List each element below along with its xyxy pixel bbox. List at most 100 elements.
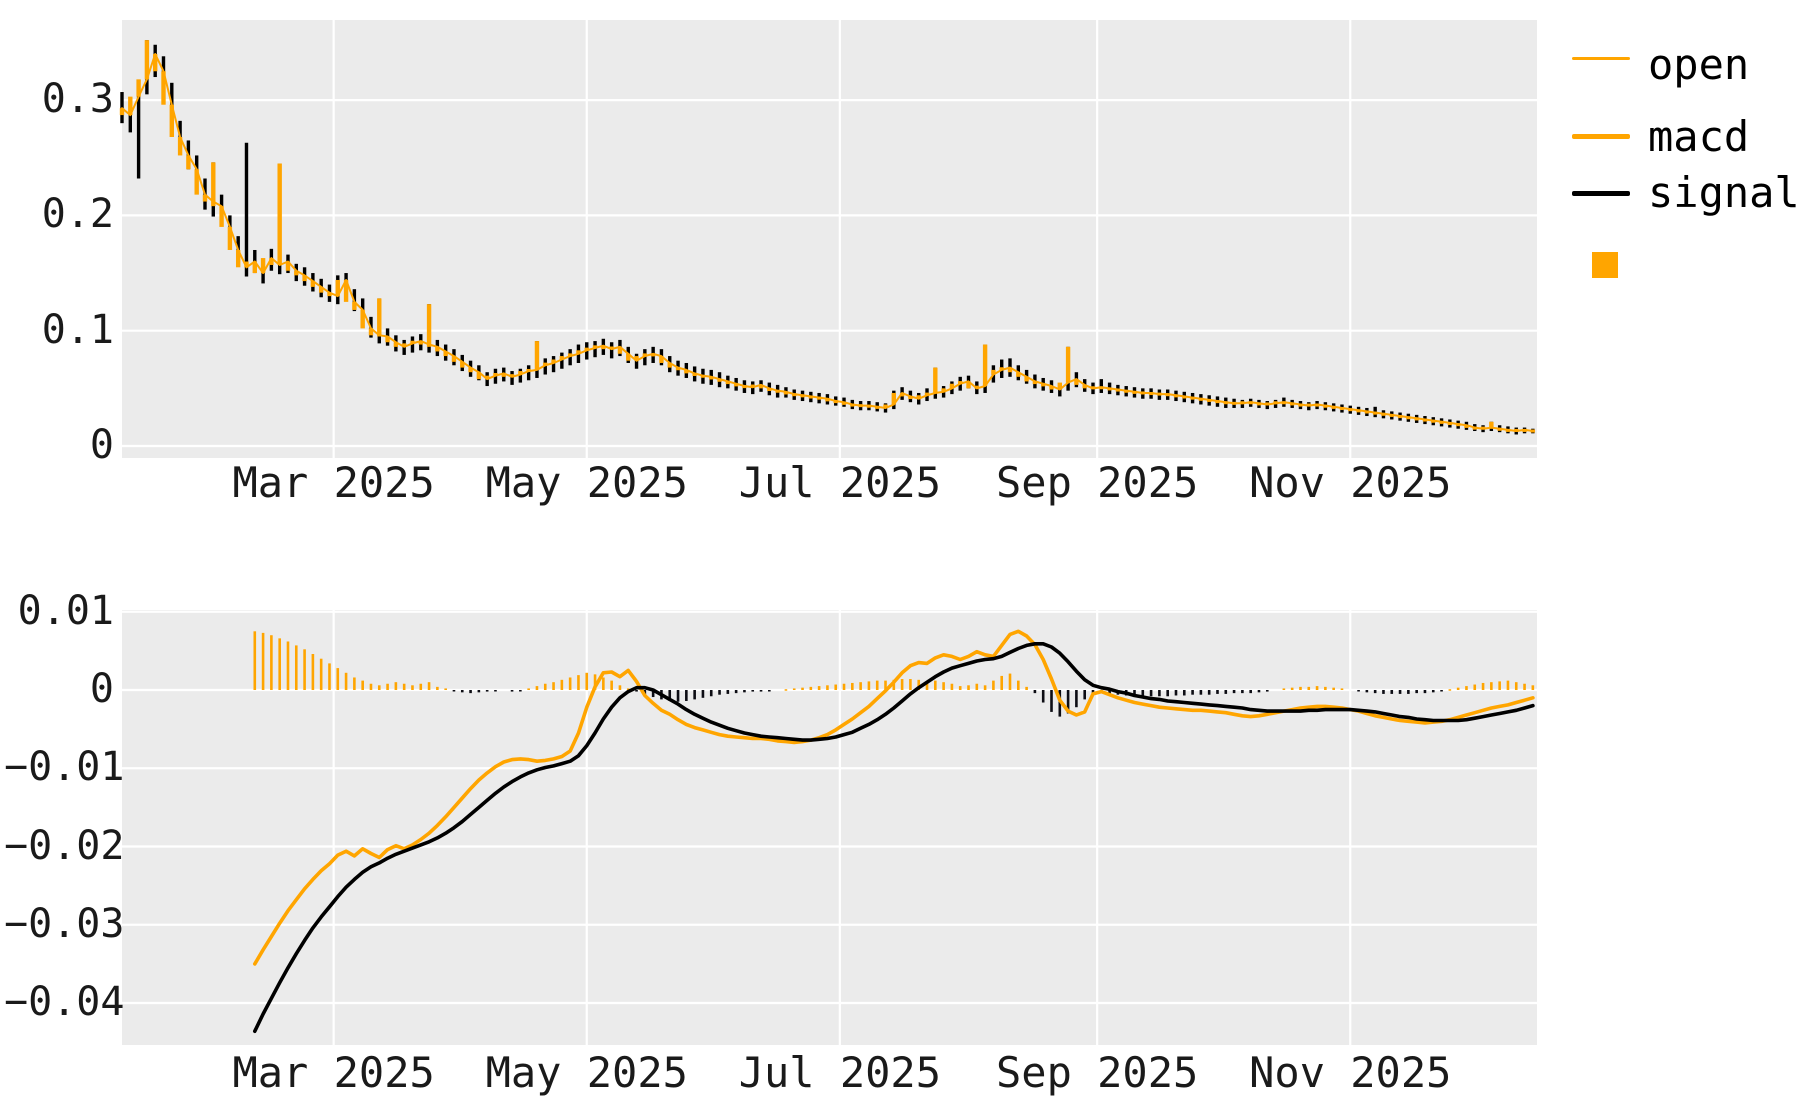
macd-hist-bar-positive [535,686,539,690]
macd-hist-bar-negative [1431,690,1435,693]
price-body-bar [899,392,905,397]
price-body-bar [916,395,921,399]
macd-hist-bar-positive [1456,687,1460,690]
macd-line [253,629,1535,966]
price-body-bar [161,71,166,105]
macd-hist-bar-positive [958,686,962,690]
macd-hist-bar-positive [1299,686,1302,690]
macd-hist-bar-positive [303,649,306,690]
macd-hist-bar-negative [1265,690,1269,692]
price-body-bar [509,374,515,378]
macd-hist-bar-positive [270,635,273,690]
macd-hist-bar-positive [934,680,937,690]
macd-hist-bar-positive [411,685,414,690]
macd-hist-bar-positive [875,680,879,690]
macd-hist-bar-positive [610,680,613,690]
price-x-tick-label: Jul 2025 [738,458,942,507]
price-range-bar [510,371,514,385]
price-range-bar [518,368,523,383]
macd-hist-bar-positive [942,682,945,690]
macd-hist-bar-negative [709,690,713,697]
macd-hist-bar-positive [809,686,813,690]
price-body-bar [211,162,216,207]
price-body-bar [294,270,299,276]
price-x-tick-label: Mar 2025 [232,458,435,507]
macd-hist-bar-positive [909,679,912,690]
macd-hist-bar-positive [419,683,423,690]
price-range-bar [244,142,249,277]
macd-hist-bar-negative [1158,690,1161,697]
price-body-bar [1464,424,1469,428]
macd-x-tick-label: Jul 2025 [738,1048,942,1097]
price-body-bar [476,372,482,380]
macd-hist-bar-positive [1315,686,1319,690]
macd-hist-bar-positive [626,688,630,690]
macd-hist-bar-positive [369,683,373,690]
macd-hist-bar-negative [1041,690,1045,703]
macd-hist-bar-negative [1440,690,1443,692]
price-body-bar [451,356,457,362]
price-body-bar [999,367,1004,371]
macd-hist-bar-positive [1290,687,1294,690]
price-body-bar [327,292,332,297]
macd-y-tick-label: 0.01 [17,587,114,634]
macd-hist-bar-negative [1407,690,1410,694]
price-body-bar [758,384,764,389]
macd-hist-bar-positive [311,654,315,690]
macd-hist-bar-negative [734,690,738,694]
macd-hist-bar-positive [552,682,555,690]
price-body-bar [244,261,249,268]
price-x-tick-label: May 2025 [485,458,688,507]
macd-y-tick-label: −0.02 [4,822,125,869]
price-body-bar [186,155,191,170]
price-range-bar [609,342,614,359]
price-body-bar [559,356,565,360]
price-range-bar [136,80,141,179]
macd-hist-bar-negative [676,690,680,702]
price-body-bar [717,378,722,382]
macd-hist-bar-negative [1199,690,1203,695]
price-body-bar [725,381,731,385]
price-body-bar [202,194,208,202]
macd-hist-bar-positive [1481,682,1485,690]
price-body-bar [576,350,581,354]
price-body-bar [501,373,506,377]
macd-hist-bar-positive [394,682,398,690]
macd-hist-bar-negative [1174,690,1178,696]
macd-hist-bar-positive [361,680,364,690]
price-body-bar [227,226,233,250]
price-body-bar [393,342,399,347]
macd-hist-bar-positive [1282,688,1286,690]
price-body-bar [335,279,340,297]
macd-hist-bar-negative [1390,690,1394,694]
price-range-bar [560,352,564,369]
macd-hist-bar-positive [261,632,265,690]
price-body-bar [1082,384,1087,389]
macd-hist-bar-negative [1182,690,1186,696]
macd-hist-bar-negative [1216,690,1219,694]
macd-hist-bar-positive [585,672,589,690]
price-range-bar [593,341,597,358]
macd-hist-bar-positive [402,683,406,690]
price-range-bar [643,349,647,366]
price-body-bar [933,367,938,393]
macd-hist-bar-negative [494,690,497,692]
price-body-bar [1041,383,1046,387]
price-body-bar [1057,382,1063,390]
open-line [121,53,1534,432]
macd-hist-bar-positive [319,658,323,690]
price-body-bar [675,367,681,371]
price-body-bar [949,383,955,389]
price-body-bar [343,279,349,302]
macd-hist-bar-negative [1382,690,1385,694]
macd-hist-bar-positive [1025,686,1028,690]
price-body-bar [891,392,897,405]
price-body-bar [194,169,199,195]
macd-hist-bar-positive [950,683,954,690]
price-y-tick-label: 0.3 [41,76,114,123]
macd-hist-bar-negative [718,690,721,695]
macd-hist-bar-positive [784,689,788,691]
macd-hist-bar-positive [593,674,597,690]
macd-hist-bar-positive [286,641,290,690]
price-body-bar [426,304,432,347]
